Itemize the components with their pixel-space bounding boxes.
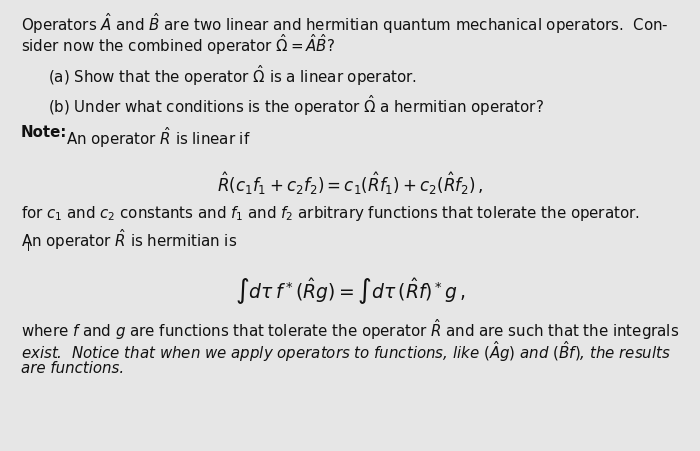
Text: (b) Under what conditions is the operator $\hat{\Omega}$ a hermitian operator?: (b) Under what conditions is the operato… <box>48 93 543 118</box>
Text: $\hat{R}(c_1 f_1 + c_2 f_2) = c_1 (\hat{R}f_1) + c_2 (\hat{R}f_2)\,,$: $\hat{R}(c_1 f_1 + c_2 f_2) = c_1 (\hat{… <box>217 170 483 197</box>
Text: (a) Show that the operator $\hat{\Omega}$ is a linear operator.: (a) Show that the operator $\hat{\Omega}… <box>48 63 416 88</box>
Text: where $f$ and $g$ are functions that tolerate the operator $\hat{R}$ and are suc: where $f$ and $g$ are functions that tol… <box>21 317 679 341</box>
Text: are functions.: are functions. <box>21 360 124 375</box>
Text: Operators $\hat{A}$ and $\hat{B}$ are two linear and hermitian quantum mechanica: Operators $\hat{A}$ and $\hat{B}$ are tw… <box>21 11 668 36</box>
Text: sider now the combined operator $\hat{\Omega} = \hat{A}\hat{B}$?: sider now the combined operator $\hat{\O… <box>21 32 335 57</box>
Text: An operator $\hat{R}$ is hermitian is: An operator $\hat{R}$ is hermitian is <box>21 226 237 251</box>
Text: for $c_1$ and $c_2$ constants and $f_1$ and $f_2$ arbitrary functions that toler: for $c_1$ and $c_2$ constants and $f_1$ … <box>21 204 640 223</box>
Text: Note:: Note: <box>21 125 67 140</box>
Text: I: I <box>27 243 29 253</box>
Text: An operator $\hat{R}$ is linear if: An operator $\hat{R}$ is linear if <box>66 125 251 150</box>
Text: exist.  Notice that when we apply operators to functions, like $(\hat{A}g)$ and : exist. Notice that when we apply operato… <box>21 338 671 363</box>
Text: $\int d\tau\, f^*(\hat{R}g) = \int d\tau\,(\hat{R}f)^* g\,,$: $\int d\tau\, f^*(\hat{R}g) = \int d\tau… <box>234 275 466 306</box>
